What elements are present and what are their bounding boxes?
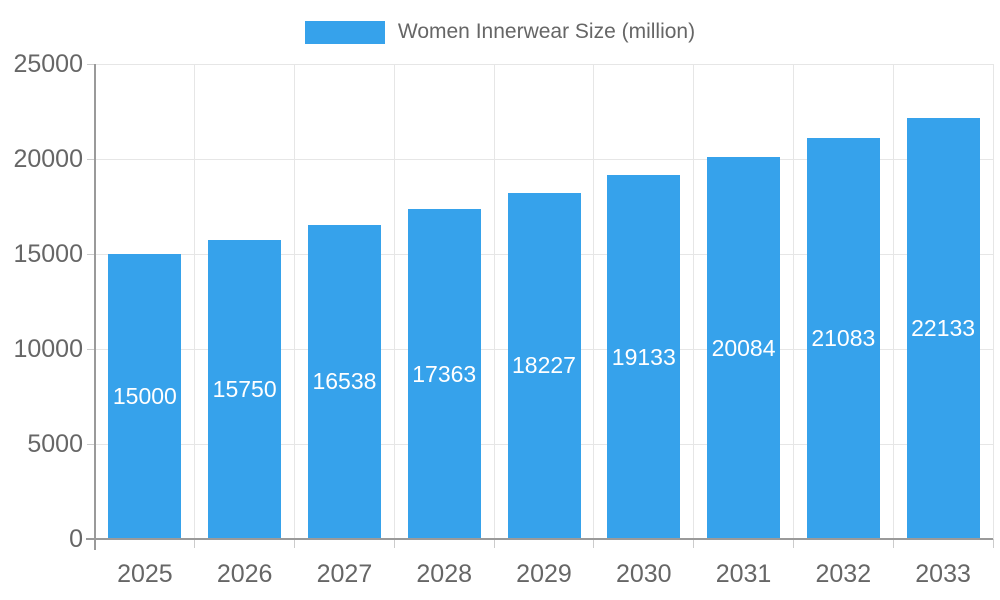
x-axis-line [86,538,993,540]
x-tick-mark [892,539,894,548]
y-tick-mark [87,63,95,65]
x-tick-mark [693,539,695,548]
x-tick-mark [393,539,395,548]
bar-value-label: 20084 [711,334,776,361]
x-tick-mark [493,539,495,548]
plot-area: 15000 15750 16538 17363 18227 19133 20084 21083… [95,63,994,539]
x-tick-mark [992,539,994,548]
x-axis-tick-label: 2028 [416,560,473,588]
x-axis-tick-label: 2029 [516,560,572,588]
bar [108,254,182,539]
bar [407,209,481,539]
bar-value-label: 18227 [512,352,576,379]
x-tick-mark [792,539,794,548]
x-axis-tick-label: 2025 [117,560,173,588]
bar-value-label: 15000 [112,383,177,409]
bar-value-label: 15750 [212,375,277,402]
y-gridline [95,158,993,160]
y-axis-line [94,64,96,550]
x-gridline [393,64,395,539]
y-tick-mark [87,253,95,255]
x-gridline [194,64,196,539]
bar-value-label: 17363 [412,360,477,387]
y-axis-tick-label: 5000 [27,429,83,458]
y-tick-mark [87,348,95,350]
y-axis-tick-label: 20000 [13,144,83,173]
legend-swatch-icon [304,20,385,44]
x-gridline [593,64,595,539]
bar-value-label: 16538 [312,368,377,395]
x-axis-tick-label: 2033 [915,560,971,588]
y-axis-tick-label: 0 [69,524,83,553]
y-tick-mark [87,443,95,445]
bar [607,175,681,539]
bar [208,239,282,539]
bar-value-label: 22133 [911,315,976,342]
y-axis-tick-label: 10000 [13,334,83,363]
bar [307,224,381,539]
x-gridline [493,64,495,539]
bar [507,192,581,539]
bar-value-label: 19133 [611,343,676,370]
x-gridline [892,64,894,539]
bar [707,157,781,539]
x-axis-tick-label: 2031 [715,560,772,588]
x-gridline [792,64,794,539]
y-axis-tick-label: 25000 [13,49,83,78]
y-tick-mark [87,158,95,160]
chart-legend: Women Innerwear Size (million) [0,20,1000,44]
bar [806,138,880,539]
x-gridline [693,64,695,539]
x-axis-tick-label: 2030 [615,560,672,588]
bar-value-label: 21083 [811,325,876,352]
y-axis-tick-label: 15000 [13,239,83,268]
bar [906,118,980,539]
x-axis-tick-label: 2026 [216,560,273,588]
y-gridline [95,63,993,65]
x-axis-tick-label: 2032 [815,560,872,588]
x-tick-mark [294,539,296,548]
x-gridline [294,64,296,539]
x-gridline [992,64,994,539]
x-tick-mark [194,539,196,548]
x-axis-tick-label: 2027 [316,560,373,588]
x-tick-mark [593,539,595,548]
legend-series-label: Women Innerwear Size (million) [397,20,696,43]
